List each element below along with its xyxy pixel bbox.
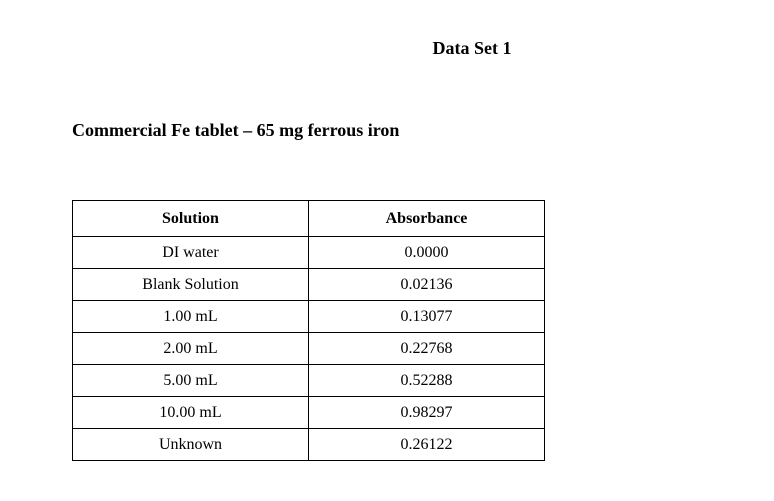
cell-absorbance: 0.02136 bbox=[309, 269, 545, 301]
cell-absorbance: 0.98297 bbox=[309, 397, 545, 429]
cell-solution: DI water bbox=[73, 237, 309, 269]
cell-absorbance: 0.13077 bbox=[309, 301, 545, 333]
column-header-solution: Solution bbox=[73, 201, 309, 237]
table-row: 5.00 mL 0.52288 bbox=[73, 365, 545, 397]
cell-absorbance: 0.52288 bbox=[309, 365, 545, 397]
page-title: Data Set 1 bbox=[0, 38, 774, 59]
cell-solution: Blank Solution bbox=[73, 269, 309, 301]
cell-absorbance: 0.22768 bbox=[309, 333, 545, 365]
cell-solution: 2.00 mL bbox=[73, 333, 309, 365]
table-row: DI water 0.0000 bbox=[73, 237, 545, 269]
cell-absorbance: 0.0000 bbox=[309, 237, 545, 269]
cell-solution: 1.00 mL bbox=[73, 301, 309, 333]
table-header-row: Solution Absorbance bbox=[73, 201, 545, 237]
subtitle: Commercial Fe tablet – 65 mg ferrous iro… bbox=[72, 120, 399, 141]
cell-solution: 10.00 mL bbox=[73, 397, 309, 429]
table-row: Blank Solution 0.02136 bbox=[73, 269, 545, 301]
table-row: 1.00 mL 0.13077 bbox=[73, 301, 545, 333]
column-header-absorbance: Absorbance bbox=[309, 201, 545, 237]
table-row: Unknown 0.26122 bbox=[73, 429, 545, 461]
cell-solution: Unknown bbox=[73, 429, 309, 461]
cell-absorbance: 0.26122 bbox=[309, 429, 545, 461]
table-row: 2.00 mL 0.22768 bbox=[73, 333, 545, 365]
table-row: 10.00 mL 0.98297 bbox=[73, 397, 545, 429]
cell-solution: 5.00 mL bbox=[73, 365, 309, 397]
absorbance-table: Solution Absorbance DI water 0.0000 Blan… bbox=[72, 200, 545, 461]
